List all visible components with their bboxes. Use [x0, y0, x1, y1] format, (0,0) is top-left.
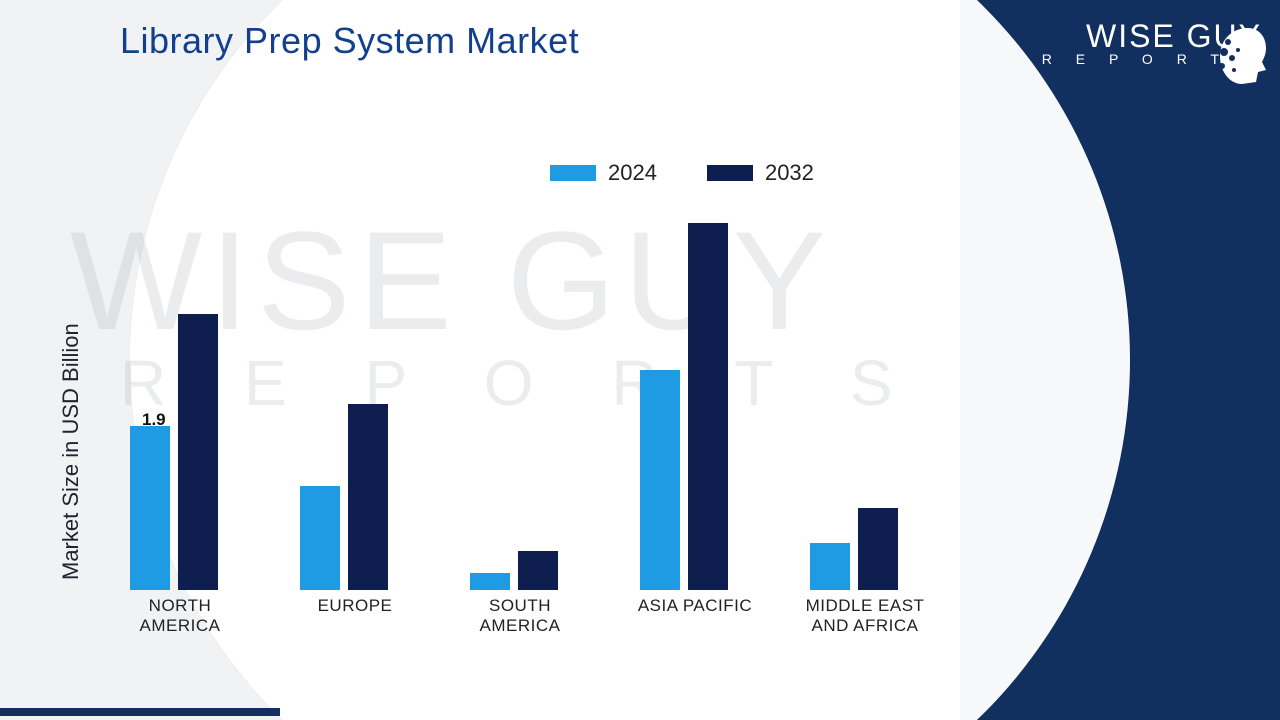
bar: [858, 508, 898, 590]
bar: [810, 543, 850, 591]
legend-swatch: [707, 165, 753, 181]
footer-accent-bar: [0, 708, 280, 716]
bar-group: [640, 223, 728, 590]
legend-label: 2032: [765, 160, 814, 186]
legend: 2024 2032: [550, 160, 814, 186]
bar: [640, 370, 680, 590]
legend-swatch: [550, 165, 596, 181]
figure-root: Library Prep System Market WISE GUY R E …: [0, 0, 1280, 720]
category-label: MIDDLE EAST AND AFRICA: [795, 596, 935, 636]
category-label: SOUTH AMERICA: [450, 596, 590, 636]
bar: [518, 551, 558, 590]
legend-item: 2032: [707, 160, 814, 186]
category-label: ASIA PACIFIC: [625, 596, 765, 616]
bar: [178, 314, 218, 590]
bar-group: [810, 508, 898, 590]
y-axis-label: Market Size in USD Billion: [58, 323, 84, 580]
bar: [300, 486, 340, 590]
chart-title: Library Prep System Market: [120, 20, 579, 62]
bar: [470, 573, 510, 590]
bar: [130, 426, 170, 590]
legend-label: 2024: [608, 160, 657, 186]
head-icon: [1210, 22, 1266, 90]
bar: [348, 404, 388, 590]
bar: [688, 223, 728, 590]
brand-logo: WISE GUY R E P O R T S: [1042, 18, 1262, 67]
bar-group: [300, 404, 388, 590]
category-label: EUROPE: [285, 596, 425, 616]
plot-area: NORTH AMERICAEUROPESOUTH AMERICAASIA PAC…: [110, 210, 950, 590]
bar-group: [470, 551, 558, 590]
bar-group: [130, 314, 218, 590]
bar-value-label: 1.9: [142, 410, 166, 430]
category-label: NORTH AMERICA: [110, 596, 250, 636]
legend-item: 2024: [550, 160, 657, 186]
chart-area: NORTH AMERICAEUROPESOUTH AMERICAASIA PAC…: [110, 210, 950, 590]
